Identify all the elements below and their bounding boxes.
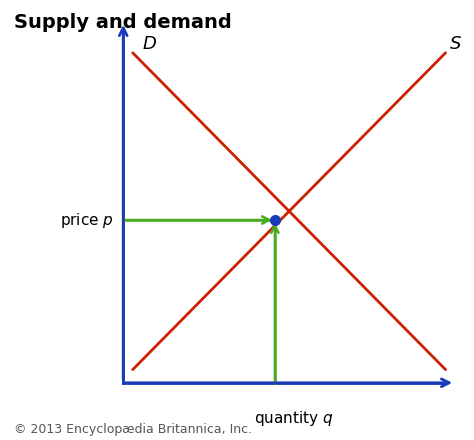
Text: quantity $q$: quantity $q$: [254, 409, 334, 428]
Text: D: D: [142, 35, 156, 53]
Text: S: S: [450, 35, 462, 53]
Text: Supply and demand: Supply and demand: [14, 13, 232, 32]
Text: © 2013 Encyclopædia Britannica, Inc.: © 2013 Encyclopædia Britannica, Inc.: [14, 422, 252, 436]
Text: price $p$: price $p$: [60, 210, 114, 230]
